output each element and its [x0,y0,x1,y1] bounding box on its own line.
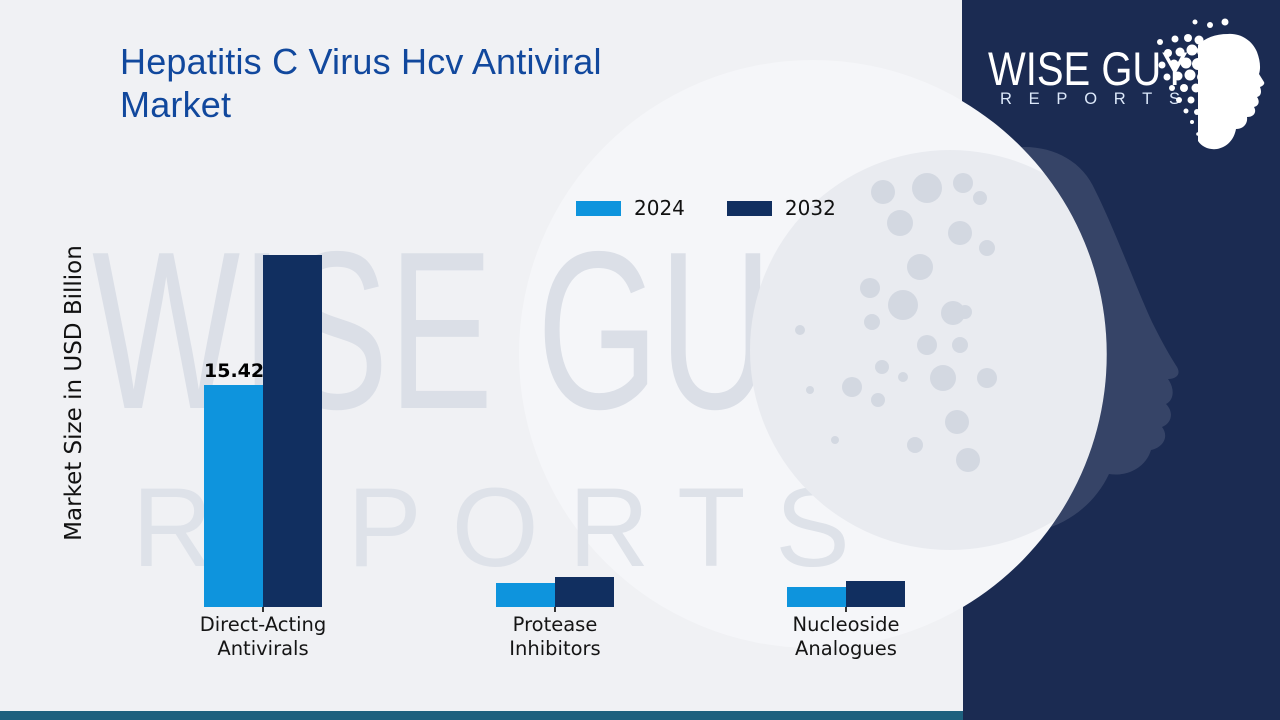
chart-title-line1: Hepatitis C Virus Hcv Antiviral [120,41,602,82]
bottom-accent-bar [0,711,1280,720]
category-label-line: Inhibitors [509,637,601,660]
category-label-line: Protease [512,613,598,636]
bar-2024-nucleoside-analogues [787,587,846,607]
chart-title: Hepatitis C Virus Hcv Antiviral Market [120,40,602,126]
category-label-protease-inhibitors: Protease Inhibitors [445,613,665,661]
bar-2032-direct-acting-antivirals [263,255,322,607]
x-axis-tick [262,607,264,612]
legend-label-2024: 2024 [634,196,685,220]
x-axis-tick [845,607,847,612]
bar-value-label: 15.42 [204,360,265,382]
category-label-line: Analogues [795,637,897,660]
category-label-line: Nucleoside [792,613,900,636]
category-label-line: Direct-Acting [199,613,327,636]
chart-title-line2: Market [120,84,232,125]
category-label-line: Antivirals [217,637,309,660]
legend-swatch-2024 [576,200,621,216]
category-label-direct-acting-antivirals: Direct-Acting Antivirals [153,613,373,661]
category-label-nucleoside-analogues: Nucleoside Analogues [736,613,956,661]
y-axis-label: Market Size in USD Billion [61,245,87,541]
chart-legend: 2024 2032 [576,196,836,220]
x-axis-tick [554,607,556,612]
bar-2032-protease-inhibitors [555,577,614,607]
bar-2024-protease-inhibitors [496,583,555,607]
legend-swatch-2032 [726,200,772,216]
bar-2024-direct-acting-antivirals [204,385,263,607]
legend-label-2032: 2032 [784,196,836,220]
bar-2032-nucleoside-analogues [846,581,905,607]
